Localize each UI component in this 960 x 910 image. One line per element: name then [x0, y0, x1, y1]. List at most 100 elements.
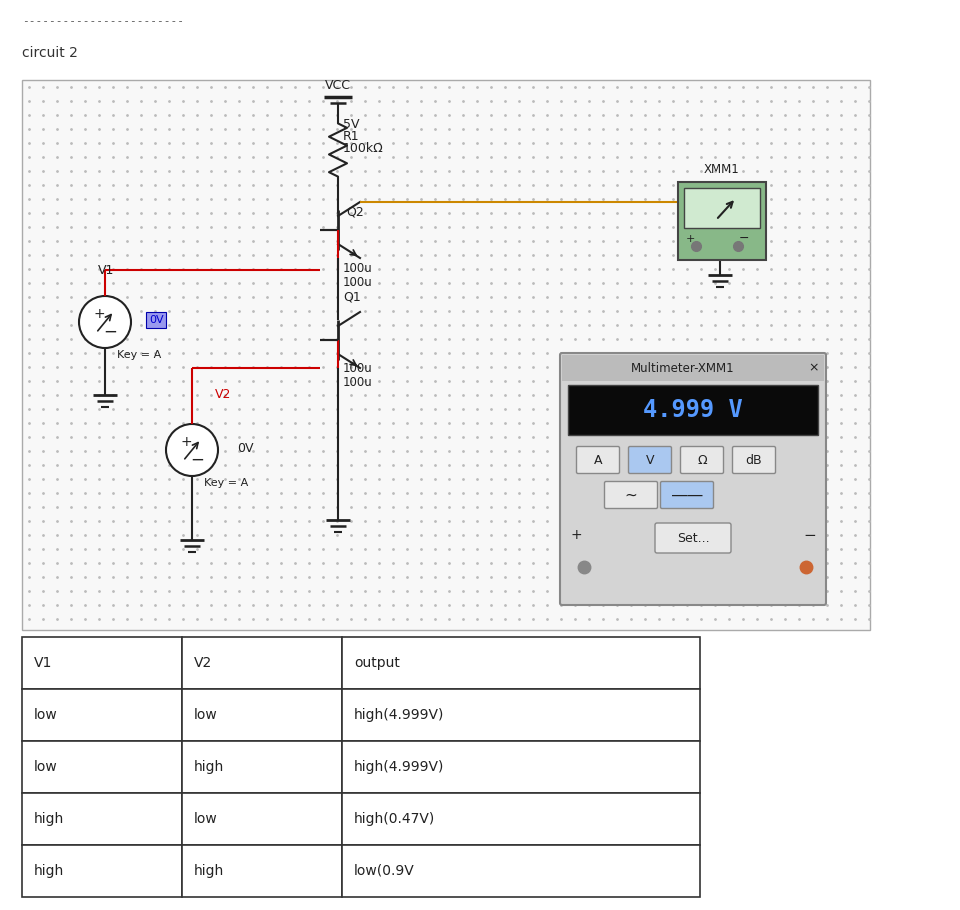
Point: [315, 388, 330, 402]
Point: [442, 164, 457, 178]
Point: [357, 332, 372, 347]
Point: [231, 192, 247, 207]
Point: [567, 416, 583, 430]
Point: [344, 500, 359, 514]
Point: [78, 458, 93, 472]
Point: [805, 430, 821, 444]
Point: [595, 583, 611, 598]
Point: [259, 332, 275, 347]
Point: [119, 556, 134, 571]
Point: [623, 332, 638, 347]
Point: [525, 570, 540, 584]
Point: [106, 107, 121, 122]
Point: [329, 262, 345, 277]
Point: [399, 332, 415, 347]
Point: [427, 556, 443, 571]
Point: [525, 359, 540, 374]
Point: [582, 556, 597, 571]
Point: [623, 388, 638, 402]
Point: [708, 206, 723, 220]
Point: [21, 276, 36, 290]
Point: [750, 234, 765, 248]
Text: +: +: [570, 528, 582, 542]
Point: [750, 304, 765, 318]
Point: [147, 528, 162, 542]
Point: [763, 374, 779, 389]
Point: [399, 206, 415, 220]
Point: [315, 556, 330, 571]
Point: [833, 304, 849, 318]
Point: [119, 430, 134, 444]
Point: [497, 136, 513, 150]
Point: [329, 346, 345, 360]
Point: [189, 346, 204, 360]
Point: [497, 598, 513, 612]
Point: [610, 234, 625, 248]
Point: [497, 458, 513, 472]
Point: [176, 528, 191, 542]
Point: [189, 612, 204, 626]
Point: [344, 528, 359, 542]
Point: [176, 192, 191, 207]
Point: [357, 80, 372, 95]
Point: [778, 570, 793, 584]
Point: [665, 486, 681, 501]
Point: [36, 359, 51, 374]
Point: [414, 458, 429, 472]
Point: [553, 541, 568, 556]
Point: [49, 346, 64, 360]
Point: [189, 458, 204, 472]
Point: [637, 598, 653, 612]
Point: [315, 219, 330, 234]
Point: [78, 80, 93, 95]
Point: [791, 514, 806, 529]
Point: [680, 359, 695, 374]
Bar: [22, 637, 182, 689]
Point: [119, 444, 134, 459]
Point: [750, 332, 765, 347]
Point: [133, 80, 149, 95]
Point: [91, 122, 107, 136]
Point: [848, 304, 863, 318]
Point: [246, 541, 261, 556]
Point: [344, 177, 359, 192]
Point: [791, 346, 806, 360]
Point: [848, 136, 863, 150]
Point: [372, 80, 387, 95]
Point: [259, 164, 275, 178]
Point: [329, 276, 345, 290]
Point: [246, 219, 261, 234]
Point: [204, 598, 219, 612]
Point: [204, 206, 219, 220]
Point: [567, 570, 583, 584]
Point: [91, 556, 107, 571]
Point: [161, 80, 177, 95]
Point: [133, 458, 149, 472]
Point: [469, 318, 485, 332]
Point: [833, 136, 849, 150]
Point: [763, 80, 779, 95]
Point: [540, 416, 555, 430]
Point: [414, 401, 429, 416]
Point: [147, 122, 162, 136]
Point: [344, 276, 359, 290]
Point: [78, 248, 93, 262]
Text: −: −: [804, 528, 816, 542]
Point: [63, 150, 79, 165]
Point: [693, 318, 708, 332]
Point: [357, 430, 372, 444]
Point: [119, 164, 134, 178]
Point: [595, 248, 611, 262]
Point: [623, 276, 638, 290]
Point: [805, 107, 821, 122]
Point: [442, 430, 457, 444]
Point: [582, 541, 597, 556]
Point: [442, 206, 457, 220]
Point: [63, 430, 79, 444]
Point: [791, 107, 806, 122]
Point: [861, 570, 876, 584]
Point: [78, 346, 93, 360]
Point: [259, 528, 275, 542]
Point: [693, 219, 708, 234]
Point: [497, 430, 513, 444]
